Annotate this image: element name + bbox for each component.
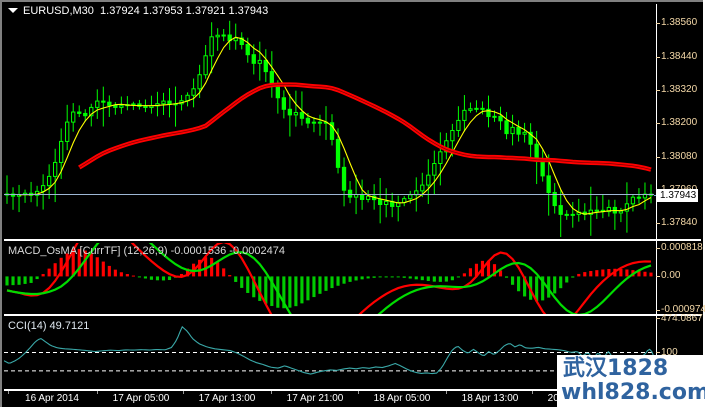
price-scale-label: 1.38560 (661, 17, 698, 29)
panel-separator-2 (4, 314, 701, 316)
current-price-label: 1.37943 (656, 188, 699, 202)
price-scale-label: 1.38320 (661, 83, 698, 95)
cci-chart-canvas (4, 325, 654, 375)
price-scale-tick (656, 123, 660, 125)
price-scale-tick (656, 223, 660, 225)
macd-scale-tick (656, 310, 660, 312)
time-axis-label: 17 Apr 13:00 (198, 393, 256, 404)
panel-separator-1 (4, 239, 701, 241)
time-axis-tick (8, 391, 9, 394)
macd-chart-canvas (5, 243, 653, 314)
window-frame-left (0, 0, 2, 409)
window-frame-right (703, 0, 705, 409)
macd-scale-tick (656, 247, 660, 249)
macd-scale-tick (656, 276, 660, 278)
cci-indicator-panel[interactable] (4, 318, 654, 389)
watermark-line-1: 武汉1828 (563, 356, 669, 381)
price-scale-label: 1.38200 (661, 117, 698, 129)
price-scale-tick (656, 56, 660, 58)
window-frame-top (0, 0, 705, 2)
window-frame-bottom (0, 407, 705, 409)
price-chart-canvas (4, 20, 654, 237)
time-axis-tick (183, 391, 184, 394)
cci-scale-label: 100 (661, 347, 678, 359)
cci-scale-label: 474.0867 (661, 313, 703, 324)
cci-scale-tick (656, 352, 660, 354)
price-scale-tick (656, 156, 660, 158)
time-axis-label: 17 Apr 05:00 (112, 393, 170, 404)
watermark-line-2: whl828.com (561, 380, 705, 405)
price-chart-panel[interactable] (4, 4, 654, 237)
time-axis-tick (97, 391, 98, 394)
price-scale-label: 1.38080 (661, 150, 698, 162)
price-scale-tick (656, 89, 660, 91)
time-axis-tick (271, 391, 272, 394)
time-axis-label: 18 Apr 13:00 (461, 393, 519, 404)
time-axis-tick (446, 391, 447, 394)
price-scale-label: 1.37840 (661, 217, 698, 229)
time-axis-tick (532, 391, 533, 394)
time-axis-label: 16 Apr 2014 (25, 393, 79, 404)
time-axis-label: 18 Apr 05:00 (373, 393, 431, 404)
panel-separator-3 (4, 389, 701, 391)
macd-scale-label: 0.000818 (661, 241, 703, 253)
macd-indicator-panel[interactable] (4, 243, 654, 314)
price-scale-tick (656, 23, 660, 25)
price-scale-label: 1.38440 (661, 50, 698, 62)
time-axis-tick (358, 391, 359, 394)
price-scale[interactable]: 1.38560 1.38440 1.38320 1.38200 1.38080 1.379… (654, 4, 705, 395)
cci-scale-tick (656, 318, 660, 319)
watermark: 武汉1828 whl828.com (557, 355, 705, 407)
macd-scale-label: 0.00 (661, 270, 681, 282)
time-axis-label: 17 Apr 21:00 (286, 393, 344, 404)
macd-scale-label: -0.000974 (661, 304, 705, 316)
